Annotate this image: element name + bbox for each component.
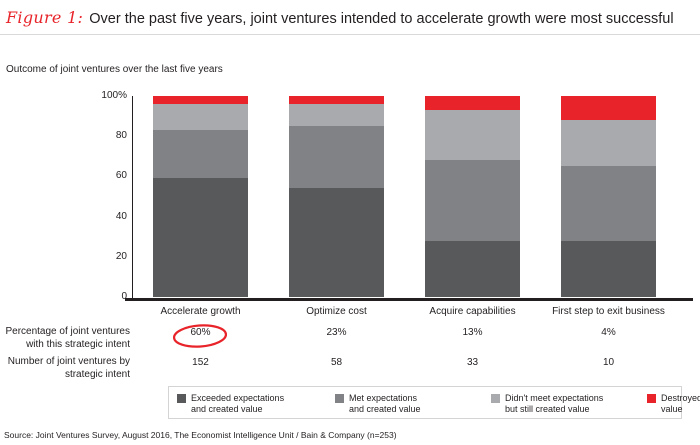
bar-segment[interactable] xyxy=(289,96,384,105)
number-row-label: Number of joint ventures by strategic in… xyxy=(7,356,130,380)
x-axis-line xyxy=(125,298,693,301)
bar-segment[interactable] xyxy=(153,104,248,131)
y-tick-label: 100% xyxy=(101,90,127,101)
y-axis-line xyxy=(132,96,133,298)
bar-segment[interactable] xyxy=(561,240,656,297)
bar-segment[interactable] xyxy=(425,110,520,161)
bar-segment[interactable] xyxy=(561,166,656,241)
legend-didnt-meet[interactable]: Didn't meet expectations but still creat… xyxy=(491,393,603,414)
category-label: First step to exit business xyxy=(552,306,665,317)
chart-subtitle: Outcome of joint ventures over the last … xyxy=(6,64,223,75)
bar-segment[interactable] xyxy=(153,178,248,297)
legend-swatch-icon xyxy=(335,394,344,403)
y-tick-label: 0 xyxy=(121,291,127,302)
chart-plot-area xyxy=(133,96,693,297)
legend-label: Destroyed value xyxy=(661,393,700,414)
y-tick-label: 60 xyxy=(115,170,127,182)
bar-segment[interactable] xyxy=(425,96,520,111)
category-label: Accelerate growth xyxy=(160,306,241,317)
bar-segment[interactable] xyxy=(153,96,248,105)
percentage-value: 13% xyxy=(462,327,483,338)
bar-segment[interactable] xyxy=(425,240,520,297)
figure-number-label: Figure 1: xyxy=(6,8,84,27)
percentage-row-label: Percentage of joint ventures with this s… xyxy=(5,326,130,350)
bar-segment[interactable] xyxy=(561,96,656,121)
y-tick-label: 20 xyxy=(115,250,127,262)
y-tick-label: 40 xyxy=(115,210,127,222)
number-value: 10 xyxy=(602,357,615,368)
number-value: 58 xyxy=(330,357,343,368)
legend-swatch-icon xyxy=(177,394,186,403)
legend-label: Didn't meet expectations but still creat… xyxy=(505,393,604,414)
legend-label: Met expectations and created value xyxy=(349,393,421,414)
bar-column[interactable] xyxy=(561,96,656,297)
category-label: Optimize cost xyxy=(306,306,367,317)
legend-swatch-icon xyxy=(491,394,500,403)
y-tick-label: 80 xyxy=(115,130,127,142)
percentage-value: 23% xyxy=(326,327,347,338)
number-value: 33 xyxy=(466,357,479,368)
bar-segment[interactable] xyxy=(561,120,656,167)
legend-swatch-icon xyxy=(647,394,656,403)
percentage-value: 4% xyxy=(601,327,616,338)
category-label: Acquire capabilities xyxy=(429,306,516,317)
legend-destroyed[interactable]: Destroyed value xyxy=(647,393,700,414)
percentage-value: 60% xyxy=(190,327,211,338)
bar-segment[interactable] xyxy=(289,126,384,189)
bar-column[interactable] xyxy=(289,96,384,297)
chart-legend: Exceeded expectations and created value M… xyxy=(168,386,700,419)
figure-title: Figure 1: Over the past five years, join… xyxy=(6,8,696,32)
figure-title-text: Over the past five years, joint ventures… xyxy=(89,11,674,27)
source-note: Source: Joint Ventures Survey, August 20… xyxy=(4,430,397,440)
bar-segment[interactable] xyxy=(425,160,520,241)
legend-met[interactable]: Met expectations and created value xyxy=(335,393,421,414)
number-value: 152 xyxy=(192,357,209,368)
bar-segment[interactable] xyxy=(289,188,384,297)
title-divider xyxy=(0,34,700,35)
bar-segment[interactable] xyxy=(153,130,248,179)
legend-label: Exceeded expectations and created value xyxy=(191,393,285,414)
legend-exceeded[interactable]: Exceeded expectations and created value xyxy=(177,393,284,414)
bar-segment[interactable] xyxy=(289,104,384,127)
bar-column[interactable] xyxy=(153,96,248,297)
bar-column[interactable] xyxy=(425,96,520,297)
